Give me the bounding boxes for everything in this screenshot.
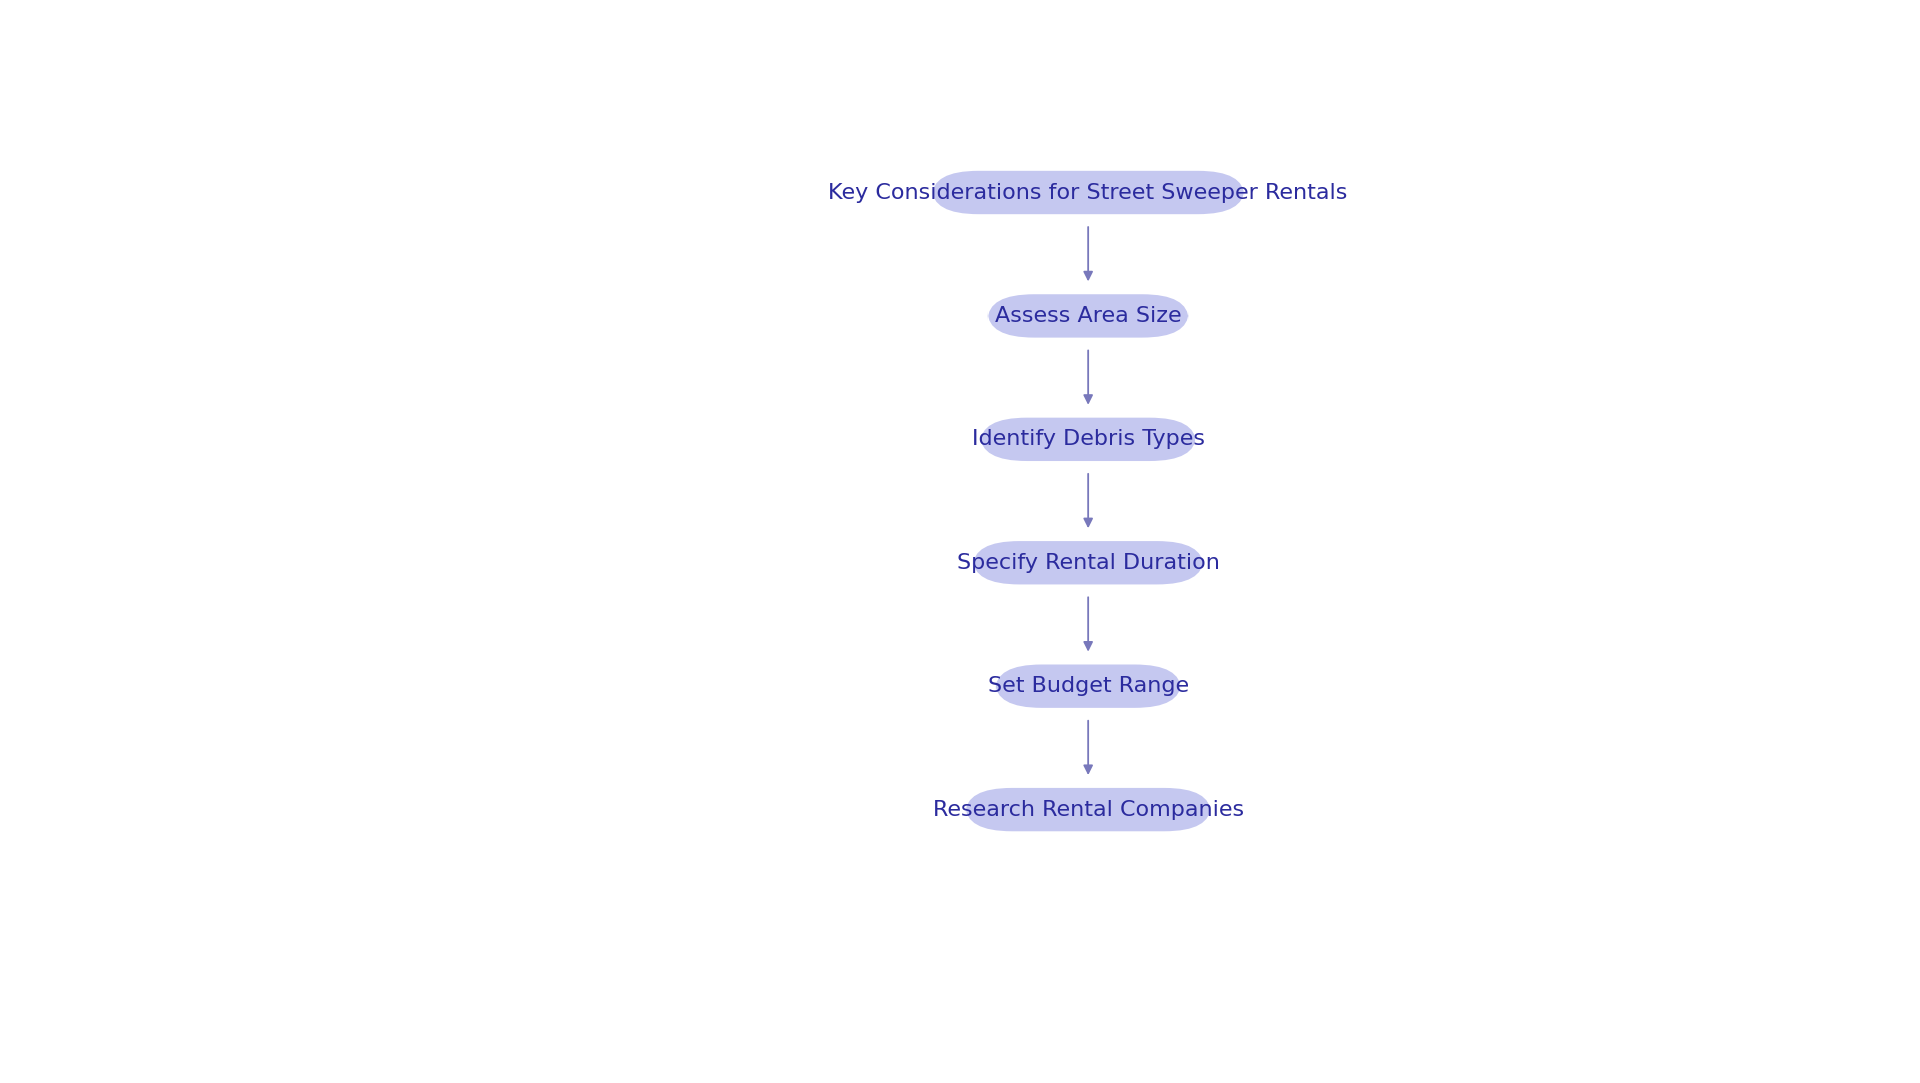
Text: Research Rental Companies: Research Rental Companies <box>933 799 1244 820</box>
FancyBboxPatch shape <box>973 542 1204 585</box>
Text: Set Budget Range: Set Budget Range <box>987 676 1188 696</box>
FancyBboxPatch shape <box>981 418 1196 461</box>
Text: Assess Area Size: Assess Area Size <box>995 305 1181 326</box>
FancyBboxPatch shape <box>931 171 1244 214</box>
FancyBboxPatch shape <box>995 665 1181 708</box>
Text: Key Considerations for Street Sweeper Rentals: Key Considerations for Street Sweeper Re… <box>828 183 1348 203</box>
FancyBboxPatch shape <box>987 295 1188 338</box>
FancyBboxPatch shape <box>966 788 1212 832</box>
Text: Identify Debris Types: Identify Debris Types <box>972 429 1204 449</box>
Text: Specify Rental Duration: Specify Rental Duration <box>956 552 1219 573</box>
